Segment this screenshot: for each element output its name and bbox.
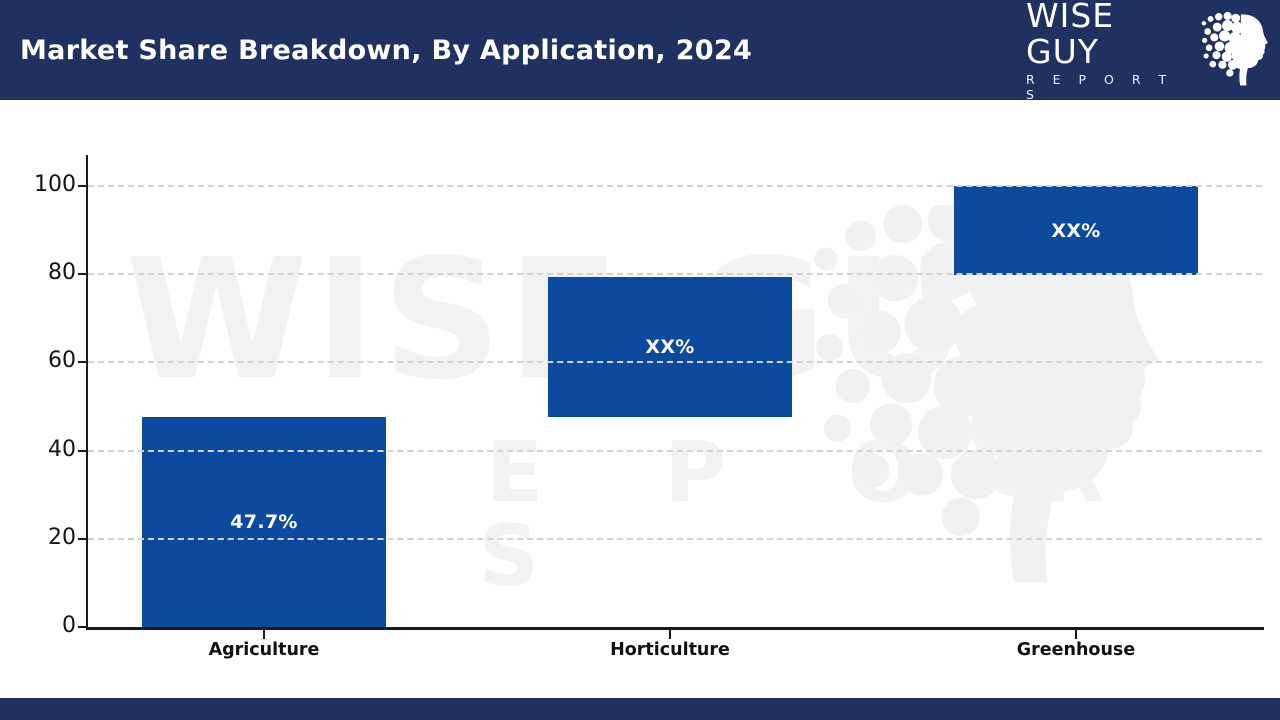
y-tick-mark — [78, 185, 87, 187]
gridline — [88, 449, 1262, 452]
wise-guy-reports-logo: WISE GUY R E P O R T S — [1026, 0, 1272, 102]
dotted-head-icon — [1201, 11, 1268, 86]
y-tick-mark — [78, 449, 87, 452]
bar: XX% — [954, 186, 1198, 276]
logo-text: WISE GUY R E P O R T S — [1026, 0, 1196, 102]
bar: 47.7% — [142, 416, 386, 627]
y-tick-mark — [78, 626, 87, 628]
y-tick-label: 40 — [48, 436, 76, 462]
gridline — [88, 185, 1262, 187]
y-axis-spine — [86, 155, 88, 628]
logo-subtitle: R E P O R T S — [1026, 72, 1174, 102]
y-tick-label: 0 — [62, 613, 76, 638]
y-tick-label: 20 — [48, 524, 76, 550]
x-category-label: Horticulture — [610, 640, 730, 660]
x-tick-mark — [669, 630, 671, 639]
header-bar: Market Share Breakdown, By Application, … — [0, 0, 1280, 102]
bar: XX% — [548, 277, 792, 417]
gridline — [88, 537, 1262, 540]
logo-wordmark: WISE GUY — [1026, 0, 1115, 71]
bar-value-label: XX% — [645, 335, 695, 358]
bar-value-label: 47.7% — [230, 510, 298, 533]
y-tick-mark — [78, 537, 87, 540]
gridline — [88, 361, 1262, 364]
x-axis-spine — [86, 627, 1264, 630]
y-tick-label: 100 — [34, 172, 76, 197]
y-tick-mark — [78, 273, 87, 276]
gridline — [88, 273, 1262, 276]
x-category-label: Agriculture — [208, 640, 320, 660]
y-tick-mark — [78, 361, 87, 364]
footer-bar — [0, 698, 1280, 720]
y-tick-label: 60 — [48, 348, 76, 374]
bar-value-label: XX% — [1051, 219, 1101, 242]
y-tick-label: 80 — [48, 260, 76, 286]
x-tick-mark — [1075, 630, 1077, 639]
x-category-label: Greenhouse — [1016, 640, 1136, 660]
x-tick-mark — [263, 630, 265, 639]
page-title: Market Share Breakdown, By Application, … — [20, 34, 753, 66]
